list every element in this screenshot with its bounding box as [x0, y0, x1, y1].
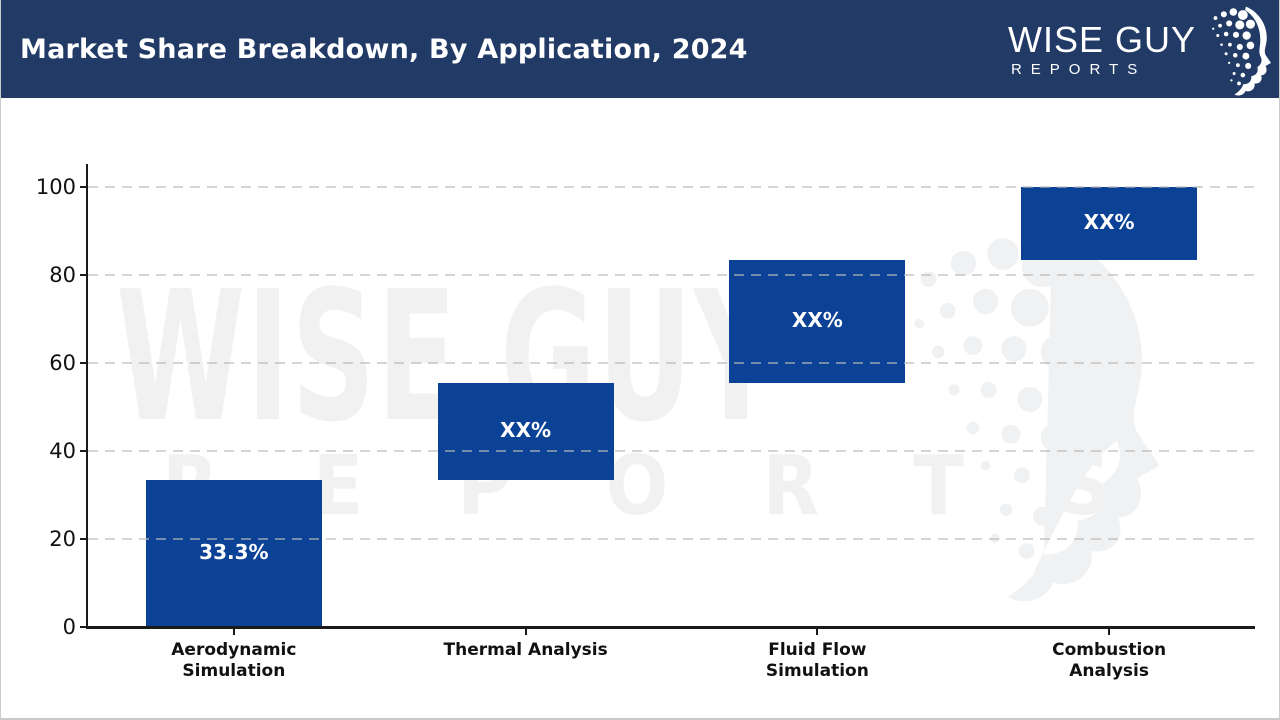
- wiseguy-head-icon: [1212, 6, 1271, 96]
- logo-wordmark: WISE GUY: [1007, 19, 1196, 60]
- y-tick-mark: [80, 186, 88, 188]
- bar-segment: [145, 480, 322, 627]
- y-tick-label: 100: [35, 175, 76, 199]
- bar-segment: [437, 382, 614, 481]
- y-tick-label: 20: [49, 527, 76, 551]
- x-tick-mark: [816, 627, 819, 635]
- x-axis-line: [86, 626, 1255, 629]
- y-tick-mark: [80, 626, 88, 628]
- y-tick-label: 40: [49, 439, 76, 463]
- x-tick-mark: [1108, 627, 1111, 635]
- chart-title: Market Share Breakdown, By Application, …: [20, 33, 748, 65]
- gridline: [88, 362, 1255, 364]
- x-category-label: Combustion Analysis: [1052, 640, 1167, 681]
- x-tick-mark: [524, 627, 527, 635]
- x-category-label: Aerodynamic Simulation: [171, 640, 297, 681]
- logo-text: WISE GUY REPORTS: [1007, 19, 1196, 79]
- y-tick-label: 0: [62, 615, 76, 639]
- logo-subtext: REPORTS: [1010, 61, 1147, 78]
- bar-value-label: XX%: [791, 307, 843, 332]
- y-tick-label: 80: [49, 263, 76, 287]
- x-tick-mark: [232, 627, 235, 635]
- y-tick-label: 60: [49, 351, 76, 375]
- wiseguy-logo: WISE GUY REPORTS: [1008, 4, 1274, 96]
- x-category-label: Thermal Analysis: [443, 640, 608, 660]
- y-axis-line: [86, 164, 88, 629]
- gridline: [88, 274, 1255, 276]
- bar-value-label: XX%: [1083, 209, 1135, 234]
- y-tick-mark: [80, 450, 88, 452]
- x-category-label: Fluid Flow Simulation: [765, 640, 869, 681]
- gridline: [88, 538, 1255, 540]
- y-tick-mark: [80, 274, 88, 276]
- y-tick-mark: [80, 538, 88, 540]
- bar-value-label: 33.3%: [199, 539, 269, 564]
- gridline: [88, 186, 1255, 188]
- header-bar: Market Share Breakdown, By Application, …: [0, 0, 1280, 98]
- bar-value-label: XX%: [500, 417, 552, 442]
- y-tick-mark: [80, 362, 88, 364]
- gridline: [88, 450, 1255, 452]
